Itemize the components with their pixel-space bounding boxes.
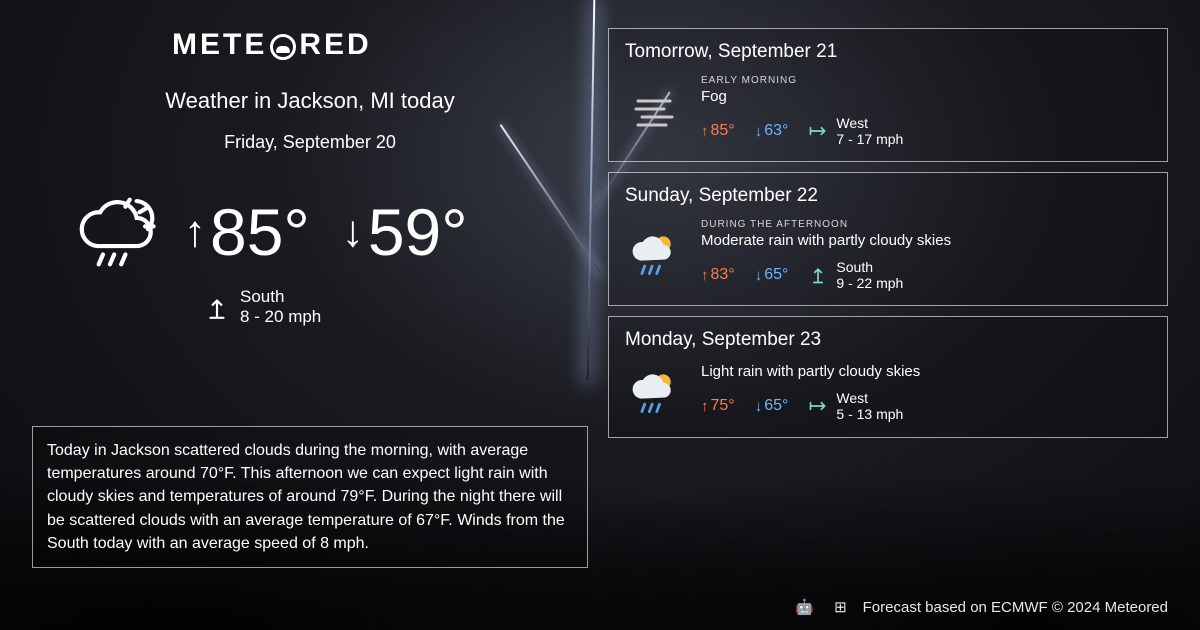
forecast-card: Tomorrow, September 21 EARLY MORNING Fog ↑8… — [608, 28, 1168, 162]
time-of-day-label: EARLY MORNING — [701, 75, 1151, 86]
current-conditions: ↑85° ↓59° — [32, 187, 588, 277]
weather-icon — [625, 82, 683, 140]
forecast-low: ↓65° — [755, 266, 789, 284]
wind-direction: South — [240, 287, 321, 307]
forecast-card: Sunday, September 22 DURING THE AFTERNOON… — [608, 172, 1168, 306]
forecast-wind: South9 - 22 mph — [808, 259, 903, 291]
wind-south-icon — [204, 294, 230, 320]
temp-low: ↓59° — [342, 194, 468, 270]
windows-icon: ⊞ — [834, 598, 847, 616]
forecast-card: Monday, September 23 Light rain with part… — [608, 316, 1168, 437]
weather-icon — [625, 226, 683, 284]
current-wind: South 8 - 20 mph — [32, 287, 588, 327]
page-title: Weather in Jackson, MI today — [32, 88, 588, 114]
weather-icon — [625, 364, 683, 422]
current-date: Friday, September 20 — [32, 132, 588, 153]
temp-high: ↑85° — [184, 194, 310, 270]
footer-text: Forecast based on ECMWF © 2024 Meteored — [863, 599, 1168, 616]
condition-text: Moderate rain with partly cloudy skies — [701, 232, 1151, 249]
forecast-date: Monday, September 23 — [625, 329, 1151, 351]
forecast-list: Tomorrow, September 21 EARLY MORNING Fog ↑8… — [608, 28, 1168, 610]
forecast-high: ↑75° — [701, 397, 735, 415]
android-icon: 🤖 — [795, 598, 814, 616]
weather-icon-rain-partly-cloudy — [72, 187, 162, 277]
forecast-wind: West7 - 17 mph — [808, 115, 903, 147]
forecast-date: Tomorrow, September 21 — [625, 41, 1151, 63]
condition-text: Fog — [701, 88, 1151, 105]
forecast-wind: West5 - 13 mph — [808, 390, 903, 422]
forecast-high: ↑83° — [701, 266, 735, 284]
platform-icons: 🤖 ⊞ — [795, 598, 846, 616]
wind-speed: 8 - 20 mph — [240, 307, 321, 327]
forecast-date: Sunday, September 22 — [625, 185, 1151, 207]
footer: 🤖 ⊞ Forecast based on ECMWF © 2024 Meteo… — [795, 598, 1168, 616]
forecast-low: ↓63° — [755, 122, 789, 140]
logo-icon — [270, 34, 296, 60]
brand-logo: METERED — [172, 28, 588, 62]
condition-text: Light rain with partly cloudy skies — [701, 363, 1151, 380]
forecast-high: ↑85° — [701, 122, 735, 140]
time-of-day-label: DURING THE AFTERNOON — [701, 219, 1151, 230]
forecast-low: ↓65° — [755, 397, 789, 415]
forecast-description: Today in Jackson scattered clouds during… — [32, 426, 588, 568]
